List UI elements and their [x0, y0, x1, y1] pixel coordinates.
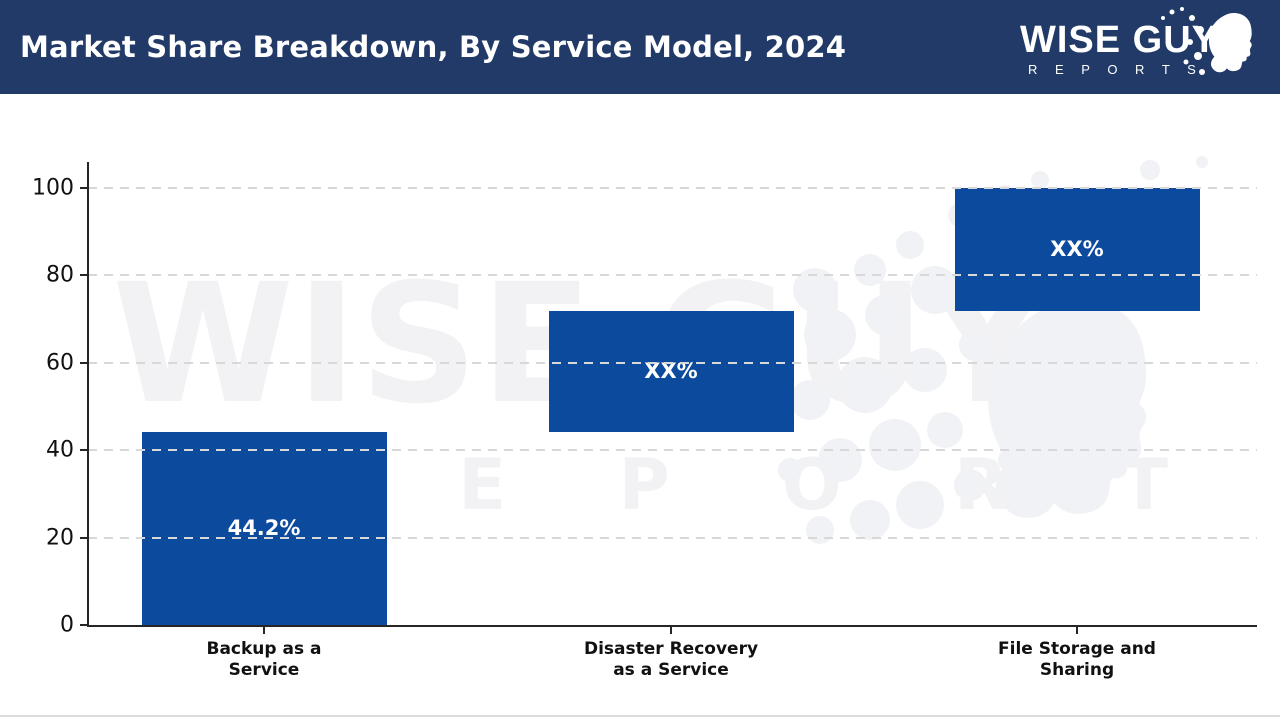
gridline — [88, 361, 1257, 364]
page-title: Market Share Breakdown, By Service Model… — [20, 30, 847, 64]
x-tick-mark — [263, 627, 265, 634]
y-tick-mark — [80, 274, 88, 276]
logo-wordmark: WISE GUY — [1020, 19, 1218, 61]
header-logo: WISE GUY R E P O R T S — [1020, 7, 1252, 77]
x-axis-line — [87, 625, 1257, 627]
gridline — [88, 274, 1257, 276]
x-axis-label: File Storage and Sharing — [998, 639, 1156, 681]
gridline — [88, 449, 1257, 451]
y-tick-label: 80 — [46, 262, 74, 288]
x-tick-mark — [670, 627, 672, 634]
header: Market Share Breakdown, By Service Model… — [0, 0, 1280, 94]
x-axis-label: Backup as a Service — [206, 639, 322, 681]
y-tick-label: 0 — [60, 612, 74, 638]
y-tick-mark — [80, 536, 88, 539]
y-tick-label: 20 — [46, 525, 74, 550]
y-tick-mark — [80, 449, 88, 451]
x-axis-label: Disaster Recovery as a Service — [583, 639, 759, 681]
x-tick-mark — [1076, 627, 1078, 634]
bar-value-label: 44.2% — [227, 516, 301, 541]
logo-reports: R E P O R T S — [1028, 62, 1203, 77]
y-tick-mark — [80, 624, 88, 626]
gridline — [88, 186, 1257, 189]
bar: XX% — [954, 187, 1200, 311]
watermark-head-icon — [755, 156, 1208, 544]
bar: 44.2% — [141, 431, 387, 625]
logo-face-icon — [1161, 7, 1252, 75]
y-tick-label: 60 — [46, 350, 74, 375]
bar: XX% — [548, 310, 794, 432]
bottom-divider — [0, 715, 1280, 717]
y-axis-line — [87, 162, 89, 627]
y-tick-label: 40 — [46, 437, 74, 463]
gridline — [88, 536, 1257, 539]
y-tick-mark — [80, 186, 88, 189]
y-tick-mark — [80, 361, 88, 364]
bar-value-label: XX% — [1050, 237, 1104, 262]
y-tick-label: 100 — [32, 175, 74, 200]
